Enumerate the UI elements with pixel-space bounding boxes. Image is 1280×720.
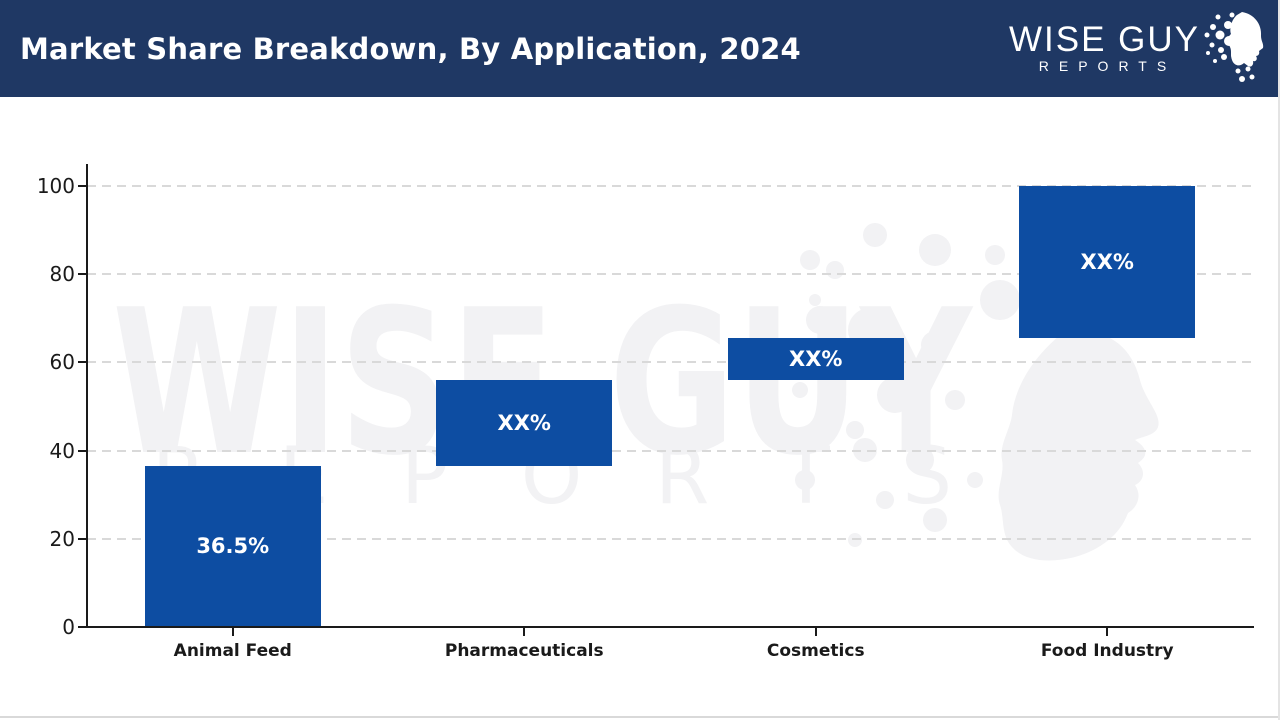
page-border-bottom [0,716,1280,718]
xtick-mark-3 [1106,628,1109,636]
y-axis-spine [86,164,88,628]
gridline-y-80 [87,273,1253,276]
bar-value-label: XX% [497,410,551,435]
ytick-mark-40 [78,449,87,452]
gridline-y-20 [87,537,1253,540]
xtick-label-cosmetics: Cosmetics [766,641,865,661]
xtick-label-animal-feed: Animal Feed [173,641,292,661]
ytick-label-80: 80 [49,262,75,287]
logo-head-icon [1204,12,1264,82]
ytick-mark-100 [78,185,87,187]
logo-wordmark: WISE GUY [1008,19,1200,59]
ytick-mark-0 [78,626,87,628]
ytick-label-40: 40 [49,438,75,463]
bar-value-label: XX% [789,346,843,371]
ytick-label-60: 60 [49,350,75,375]
ytick-label-100: 100 [36,174,75,198]
wiseguy-logo: WISE GUY REPORTS [1009,7,1266,89]
page-title: Market Share Breakdown, By Application, … [20,31,801,66]
header: Market Share Breakdown, By Application, … [0,0,1280,97]
gridline-y-100 [87,185,1253,187]
bar-animal-feed: 36.5% [144,466,321,627]
ytick-mark-60 [78,361,87,364]
xtick-mark-0 [231,628,234,636]
page-border-right [1278,0,1280,720]
ytick-mark-20 [78,537,87,540]
ytick-label-0: 0 [62,615,75,639]
xtick-label-food-industry: Food Industry [1040,641,1174,661]
logo-text: WISE GUY REPORTS [1008,19,1200,75]
ytick-mark-80 [78,273,87,276]
gridline-y-40 [87,449,1253,452]
bar-pharmaceuticals: XX% [436,380,613,467]
xtick-mark-1 [523,628,526,636]
bar-value-label: XX% [1080,249,1134,274]
xtick-label-pharmaceuticals: Pharmaceuticals [444,641,604,661]
logo-subtitle: REPORTS [1038,58,1177,75]
gridline-y-60 [87,361,1253,364]
bar-value-label: 36.5% [196,534,270,558]
bar-food-industry: XX% [1019,186,1196,339]
ytick-label-20: 20 [49,526,75,551]
x-axis-spine [86,626,1254,628]
xtick-mark-2 [814,628,817,636]
bar-cosmetics: XX% [727,338,904,381]
